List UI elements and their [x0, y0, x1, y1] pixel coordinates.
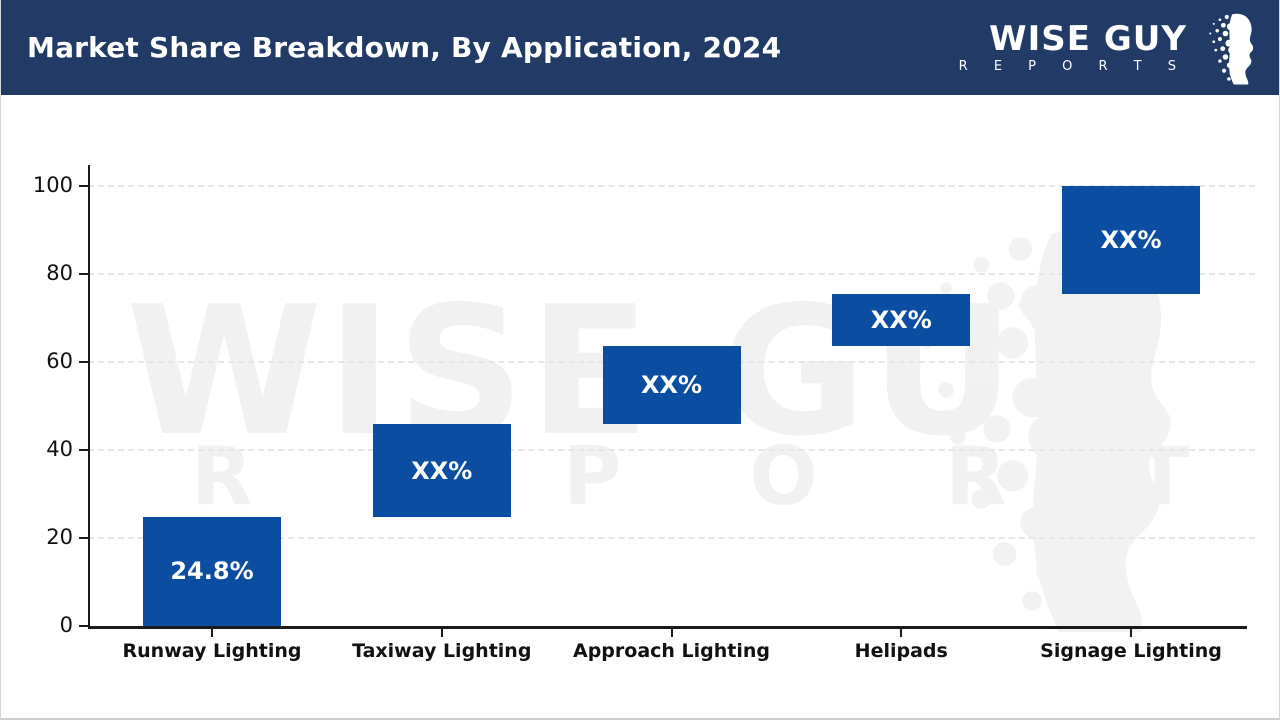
- waterfall-bar: XX%: [832, 293, 971, 347]
- waterfall-bar: 24.8%: [143, 516, 281, 626]
- gridline: [88, 449, 1255, 451]
- bar-value-label: XX%: [1100, 225, 1162, 254]
- y-axis-tick: [79, 625, 88, 627]
- x-category-label: Runway Lighting: [122, 640, 302, 662]
- x-axis-tick: [1130, 629, 1132, 637]
- gridline: [88, 537, 1255, 539]
- y-axis-tick-label: 40: [46, 437, 73, 461]
- gridline: [88, 273, 1255, 275]
- bar-value-label: XX%: [640, 371, 703, 400]
- y-axis-tick: [79, 273, 88, 275]
- x-axis-tick: [670, 629, 673, 637]
- y-axis-tick-label: 60: [46, 349, 73, 373]
- x-category-label: Helipads: [854, 640, 948, 662]
- y-axis-line: [88, 165, 90, 629]
- x-axis-tick: [211, 629, 213, 637]
- brand-name: WISE GUY: [989, 19, 1187, 59]
- x-category-label: Approach Lighting: [572, 640, 771, 662]
- y-axis-tick: [79, 361, 88, 363]
- bar-value-label: 24.8%: [170, 557, 254, 586]
- waterfall-bar: XX%: [372, 424, 511, 517]
- dotted-face-logo-icon: [1209, 13, 1253, 85]
- bar-value-label: XX%: [411, 456, 473, 485]
- bar-value-label: XX%: [870, 305, 932, 334]
- x-category-label: Signage Lighting: [1040, 640, 1222, 662]
- y-axis-tick-label: 20: [46, 525, 73, 549]
- page-title: Market Share Breakdown, By Application, …: [27, 31, 782, 64]
- gridline: [88, 185, 1255, 187]
- y-axis-tick-label: 100: [32, 173, 73, 197]
- x-axis-line: [88, 626, 1247, 629]
- y-axis-tick-label: 80: [46, 261, 73, 285]
- waterfall-bar: XX%: [1062, 186, 1200, 294]
- brand-logo-text: WISE GUY R E P O R T S: [955, 22, 1187, 73]
- y-axis-tick: [79, 537, 88, 539]
- brand-subname: R E P O R T S: [958, 59, 1187, 74]
- x-axis-tick: [440, 629, 443, 637]
- brand-logo: WISE GUY R E P O R T S: [955, 10, 1253, 86]
- x-category-label: Taxiway Lighting: [352, 640, 532, 662]
- x-axis-tick: [900, 629, 903, 637]
- y-axis-tick-label: 0: [59, 613, 73, 637]
- waterfall-bar: XX%: [602, 346, 741, 425]
- header-bar: Market Share Breakdown, By Application, …: [1, 0, 1279, 95]
- y-axis-tick: [79, 185, 88, 187]
- y-axis-tick: [79, 449, 88, 451]
